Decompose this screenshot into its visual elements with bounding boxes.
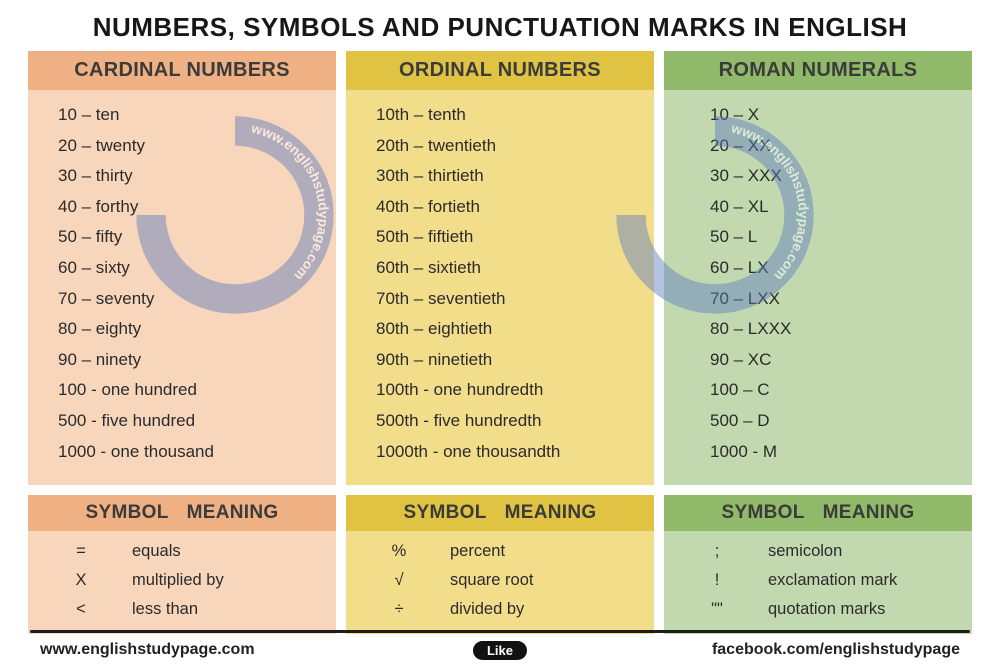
symbols-body-b: %percent √square root ÷divided by [346, 531, 654, 634]
table-row: 80th – eightieth [376, 314, 640, 345]
heading-meaning: MEANING [505, 502, 597, 524]
table-row: 100 - one hundred [58, 375, 322, 406]
heading-symbol: SYMBOL [404, 502, 487, 524]
footer-right-url: facebook.com/englishstudypage [712, 641, 960, 659]
roman-heading: ROMAN NUMERALS [664, 51, 972, 90]
table-row: 70th – seventieth [376, 284, 640, 315]
table-row: 500 - five hundred [58, 406, 322, 437]
table-row: 90 – XC [710, 345, 958, 376]
meaning-cell: exclamation mark [762, 566, 964, 595]
symbol-cell: "" [672, 595, 762, 624]
symbol-cell: ! [672, 566, 762, 595]
meaning-cell: equals [126, 537, 328, 566]
table-row: 500 – D [710, 406, 958, 437]
table-row: 20 – twenty [58, 131, 322, 162]
numbers-grid: CARDINAL NUMBERS 10 – ten 20 – twenty 30… [0, 51, 1000, 485]
table-row: 1000 - M [710, 437, 958, 468]
like-badge: Like [473, 641, 527, 660]
symbol-cell: ; [672, 537, 762, 566]
meaning-cell: percent [444, 537, 646, 566]
heading-symbol: SYMBOL [722, 502, 805, 524]
table-row: Xmultiplied by [36, 566, 328, 595]
symbol-cell: ÷ [354, 595, 444, 624]
table-row: 10th – tenth [376, 100, 640, 131]
table-row: %percent [354, 537, 646, 566]
table-row: 100 – C [710, 375, 958, 406]
ordinal-panel: ORDINAL NUMBERS 10th – tenth 20th – twen… [346, 51, 654, 485]
table-row: 40 – XL [710, 192, 958, 223]
heading-meaning: MEANING [823, 502, 915, 524]
table-row: ;semicolon [672, 537, 964, 566]
table-row: √square root [354, 566, 646, 595]
table-row: ÷divided by [354, 595, 646, 624]
table-row: 10 – ten [58, 100, 322, 131]
table-row: 500th - five hundredth [376, 406, 640, 437]
page-title: NUMBERS, SYMBOLS AND PUNCTUATION MARKS I… [0, 0, 1000, 51]
meaning-cell: quotation marks [762, 595, 964, 624]
table-row: 1000 - one thousand [58, 437, 322, 468]
footer-divider [30, 630, 970, 633]
cardinal-body: 10 – ten 20 – twenty 30 – thirty 40 – fo… [28, 90, 336, 485]
table-row: 1000th - one thousandth [376, 437, 640, 468]
meaning-cell: multiplied by [126, 566, 328, 595]
symbol-heading: SYMBOL MEANING [346, 495, 654, 531]
cardinal-heading: CARDINAL NUMBERS [28, 51, 336, 90]
roman-panel: ROMAN NUMERALS 10 – X 20 – XX 30 – XXX 4… [664, 51, 972, 485]
symbol-cell: < [36, 595, 126, 624]
table-row: 40th – fortieth [376, 192, 640, 223]
table-row: 60th – sixtieth [376, 253, 640, 284]
table-row: 90 – ninety [58, 345, 322, 376]
table-row: 60 – LX [710, 253, 958, 284]
heading-symbol: SYMBOL [86, 502, 169, 524]
table-row: 40 – forthy [58, 192, 322, 223]
table-row: =equals [36, 537, 328, 566]
symbols-grid: SYMBOL MEANING =equals Xmultiplied by <l… [0, 495, 1000, 634]
meaning-cell: semicolon [762, 537, 964, 566]
table-row: 80 – eighty [58, 314, 322, 345]
table-row: 20 – XX [710, 131, 958, 162]
symbol-cell: √ [354, 566, 444, 595]
table-row: !exclamation mark [672, 566, 964, 595]
table-row: 50 – fifty [58, 222, 322, 253]
table-row: 30 – thirty [58, 161, 322, 192]
heading-meaning: MEANING [187, 502, 279, 524]
table-row: 70 – LXX [710, 284, 958, 315]
ordinal-body: 10th – tenth 20th – twentieth 30th – thi… [346, 90, 654, 485]
symbols-body-c: ;semicolon !exclamation mark ""quotation… [664, 531, 972, 634]
table-row: 90th – ninetieth [376, 345, 640, 376]
table-row: 10 – X [710, 100, 958, 131]
ordinal-heading: ORDINAL NUMBERS [346, 51, 654, 90]
table-row: <less than [36, 595, 328, 624]
table-row: 80 – LXXX [710, 314, 958, 345]
table-row: ""quotation marks [672, 595, 964, 624]
table-row: 70 – seventy [58, 284, 322, 315]
symbol-cell: X [36, 566, 126, 595]
symbol-cell: = [36, 537, 126, 566]
symbols-panel-b: SYMBOL MEANING %percent √square root ÷di… [346, 495, 654, 634]
symbol-cell: % [354, 537, 444, 566]
table-row: 60 – sixty [58, 253, 322, 284]
table-row: 100th - one hundredth [376, 375, 640, 406]
cardinal-panel: CARDINAL NUMBERS 10 – ten 20 – twenty 30… [28, 51, 336, 485]
table-row: 20th – twentieth [376, 131, 640, 162]
roman-body: 10 – X 20 – XX 30 – XXX 40 – XL 50 – L 6… [664, 90, 972, 485]
footer-left-url: www.englishstudypage.com [40, 641, 255, 659]
meaning-cell: less than [126, 595, 328, 624]
meaning-cell: square root [444, 566, 646, 595]
symbol-heading: SYMBOL MEANING [28, 495, 336, 531]
symbols-panel-a: SYMBOL MEANING =equals Xmultiplied by <l… [28, 495, 336, 634]
symbol-heading: SYMBOL MEANING [664, 495, 972, 531]
table-row: 30 – XXX [710, 161, 958, 192]
table-row: 50 – L [710, 222, 958, 253]
symbols-body-a: =equals Xmultiplied by <less than [28, 531, 336, 634]
symbols-panel-c: SYMBOL MEANING ;semicolon !exclamation m… [664, 495, 972, 634]
table-row: 50th – fiftieth [376, 222, 640, 253]
table-row: 30th – thirtieth [376, 161, 640, 192]
meaning-cell: divided by [444, 595, 646, 624]
footer: www.englishstudypage.com Like facebook.c… [0, 641, 1000, 659]
